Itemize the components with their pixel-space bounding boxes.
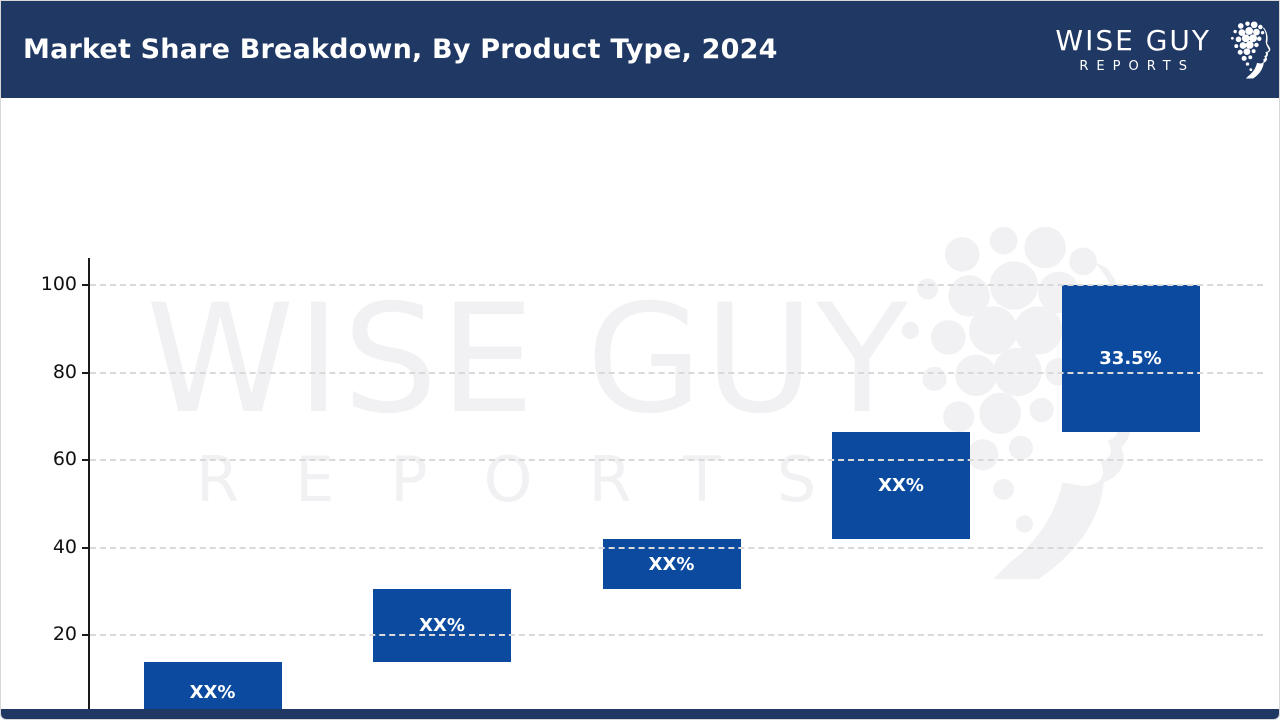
y-tick-label: 100	[40, 273, 77, 295]
brand-head-icon	[1215, 9, 1271, 91]
gridline	[90, 546, 1263, 549]
gridline	[90, 371, 1263, 374]
bar-value-label: XX%	[648, 553, 695, 575]
page-title: Market Share Breakdown, By Product Type,…	[23, 34, 778, 65]
bar-value-label: XX%	[878, 474, 924, 496]
plot-area: XX%XX%XX%XX%33.5% 020406080100SpraysColl…	[1, 98, 1279, 719]
gridline	[90, 634, 1263, 637]
header-bar: Market Share Breakdown, By Product Type,…	[1, 1, 1279, 98]
brand-subname: REPORTS	[1079, 58, 1195, 74]
bar-value-label: XX%	[419, 615, 465, 637]
y-tick-mark	[82, 371, 89, 374]
footer-bar	[1, 709, 1279, 719]
gridline	[90, 284, 1263, 286]
brand-logo: WISE GUY REPORTS	[1055, 5, 1271, 95]
bar-value-label: XX%	[189, 681, 236, 703]
bar-oral-treatments: XX%	[832, 431, 970, 540]
brand-logo-text: WISE GUY REPORTS	[1055, 24, 1211, 74]
y-tick-mark	[82, 634, 89, 637]
watermark-text-wiseguy: WISE GUY	[146, 273, 910, 447]
y-tick-label: 80	[52, 360, 77, 383]
bar-topical-treatments: 33.5%	[1061, 285, 1200, 432]
y-tick-label: 20	[52, 623, 77, 646]
y-axis-line	[88, 258, 90, 719]
y-tick-label: 60	[52, 448, 77, 471]
y-tick-mark	[82, 546, 89, 549]
bar-value-label: 33.5%	[1099, 347, 1162, 369]
y-tick-mark	[82, 284, 89, 286]
watermark-text-reports: REPORTS	[196, 443, 873, 516]
brand-name: WISE GUY	[1055, 24, 1211, 58]
y-tick-label: 40	[52, 535, 77, 558]
y-tick-mark	[82, 459, 89, 462]
gridline	[90, 459, 1263, 462]
bar-collars: XX%	[373, 589, 511, 662]
